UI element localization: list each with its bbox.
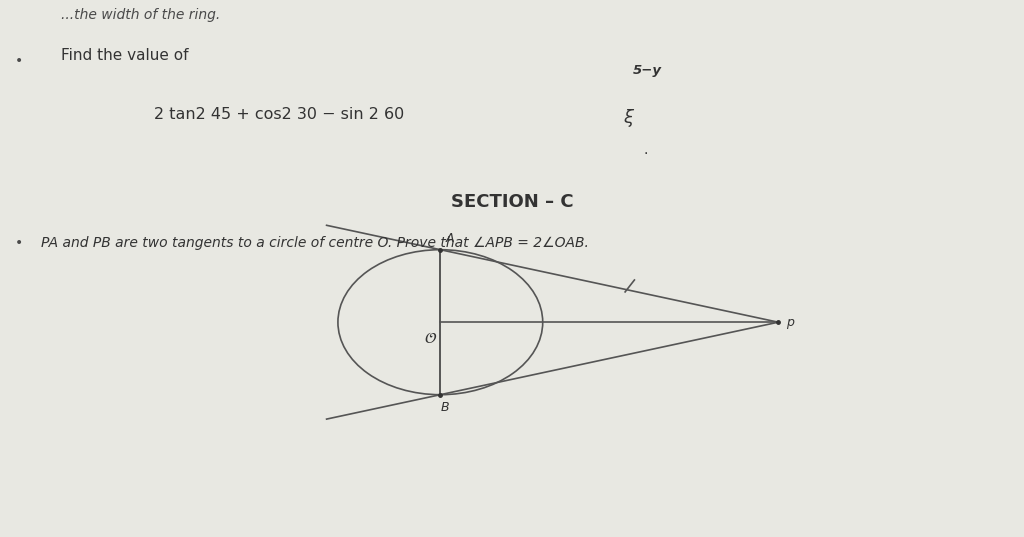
Text: A: A bbox=[445, 233, 454, 245]
Text: 5−y: 5−y bbox=[633, 64, 662, 77]
Text: p: p bbox=[786, 316, 795, 329]
Text: $\mathcal{O}$: $\mathcal{O}$ bbox=[424, 331, 436, 346]
Text: B: B bbox=[441, 401, 450, 414]
Text: $\xi$: $\xi$ bbox=[623, 107, 635, 129]
Text: 2 tan2 45 + cos2 30 − sin 2 60: 2 tan2 45 + cos2 30 − sin 2 60 bbox=[154, 107, 403, 122]
Text: •: • bbox=[15, 236, 24, 250]
Text: ...the width of the ring.: ...the width of the ring. bbox=[61, 8, 221, 22]
Text: PA and PB are two tangents to a circle of centre O. Prove that ∠APB = 2∠OAB.: PA and PB are two tangents to a circle o… bbox=[41, 236, 589, 250]
Text: $\cdot$: $\cdot$ bbox=[643, 145, 648, 159]
Text: SECTION – C: SECTION – C bbox=[451, 193, 573, 212]
Text: Find the value of: Find the value of bbox=[61, 48, 189, 63]
Text: •: • bbox=[15, 54, 24, 68]
